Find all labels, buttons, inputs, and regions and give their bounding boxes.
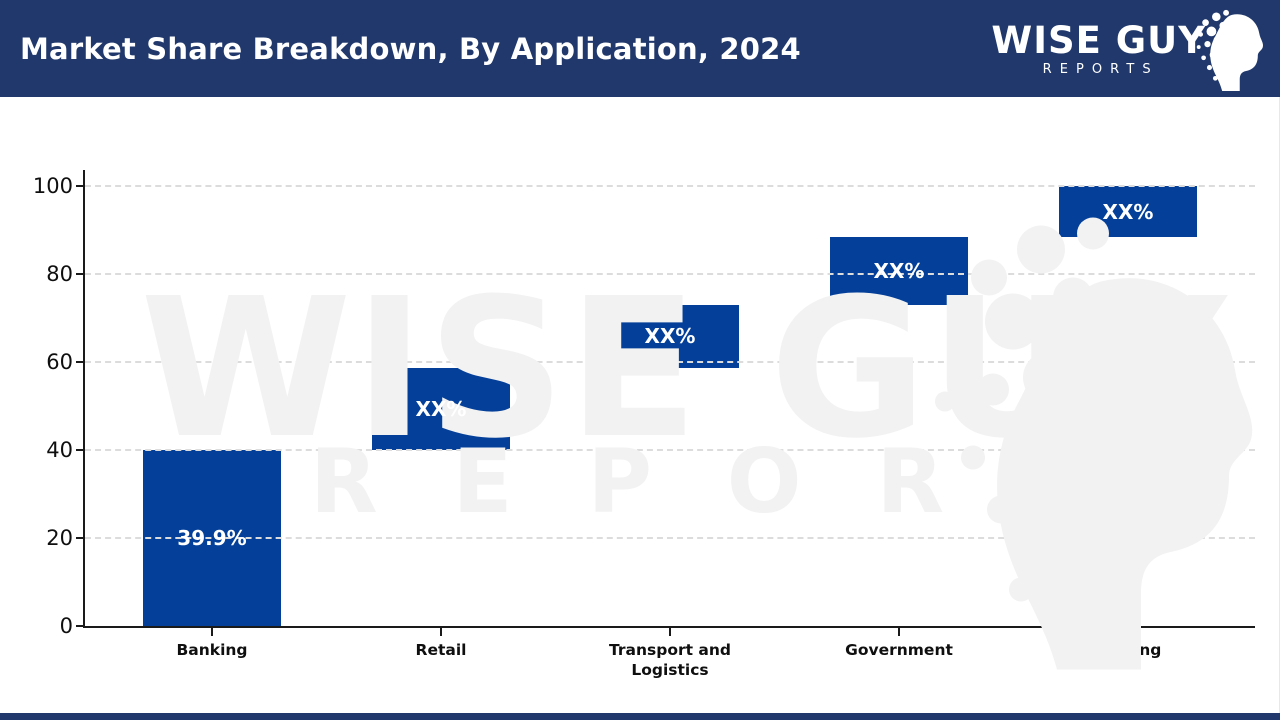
y-tick-label: 40 [46, 438, 73, 462]
gridline-20 [85, 537, 1255, 539]
brand-face-icon [1196, 9, 1264, 91]
y-axis-line [83, 170, 85, 628]
x-tickmark [440, 628, 442, 636]
y-tickmark [76, 625, 85, 627]
y-tickmark [76, 537, 85, 539]
brand-subtext: REPORTS [1042, 61, 1159, 77]
y-tick-label: 80 [46, 262, 73, 286]
bar-value-label: XX% [415, 397, 467, 422]
bar-transport-and-logistics: XX% [601, 304, 739, 369]
y-tick-label: 60 [46, 350, 73, 374]
footer-bar [0, 713, 1280, 720]
bar-retail: XX% [372, 368, 510, 451]
y-tickmark [76, 361, 85, 363]
bar-value-label: 39.9% [177, 526, 247, 551]
bar-value-label: XX% [1102, 199, 1154, 224]
brand-logo: WISE GUY REPORTS [991, 6, 1266, 92]
x-tick-label: Banking [176, 641, 248, 659]
x-tick-label: Retail [415, 641, 467, 659]
watermark-face-icon [935, 217, 1253, 670]
x-tickmark [898, 628, 900, 636]
gridline-60 [85, 361, 1255, 363]
y-tickmark [76, 449, 85, 451]
brand-wordmark: WISE GUY [991, 18, 1206, 62]
y-tick-label: 20 [46, 526, 73, 550]
x-tick-label: Transport and Logistics [608, 641, 732, 680]
header-bar: Market Share Breakdown, By Application, … [0, 0, 1280, 97]
x-tick-label: Government [845, 641, 953, 659]
gridline-40 [85, 449, 1255, 451]
y-tick-label: 100 [32, 174, 73, 198]
bar-value-label: XX% [644, 324, 696, 349]
x-axis-line [83, 626, 1255, 628]
y-tick-label: 0 [59, 614, 73, 638]
y-tickmark [76, 273, 85, 275]
x-tickmark [211, 628, 213, 636]
y-tickmark [76, 185, 85, 187]
page-title: Market Share Breakdown, By Application, … [20, 31, 801, 66]
bar-government: XX% [830, 237, 968, 305]
x-tickmark [669, 628, 671, 636]
gridline-100 [85, 185, 1255, 187]
gridline-80 [85, 273, 1255, 275]
brand-logo-text: WISE GUY REPORTS [991, 22, 1206, 77]
bar-value-label: XX% [873, 259, 925, 284]
